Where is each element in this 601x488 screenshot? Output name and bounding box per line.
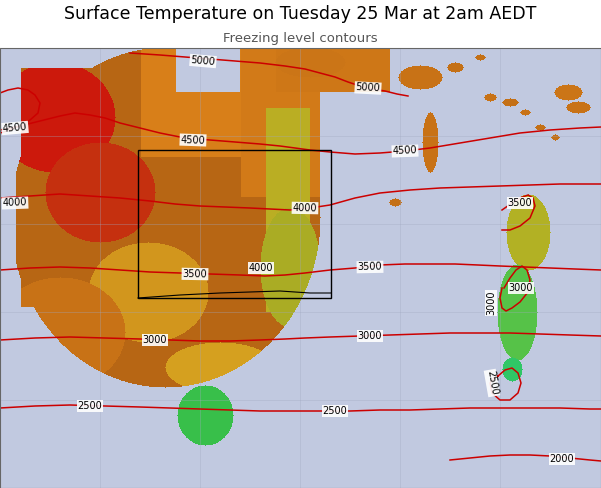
Text: 3500: 3500 [508, 198, 532, 208]
Text: 3000: 3000 [509, 283, 533, 293]
Text: 2500: 2500 [485, 370, 499, 396]
Text: 4000: 4000 [2, 198, 28, 208]
Text: 4500: 4500 [2, 122, 28, 134]
Text: 3000: 3000 [486, 291, 496, 315]
Text: 4000: 4000 [249, 263, 273, 273]
Text: 2000: 2000 [550, 454, 575, 464]
Text: 3000: 3000 [358, 331, 382, 341]
Text: 3500: 3500 [358, 262, 382, 272]
Text: 2500: 2500 [78, 401, 102, 411]
Text: 3500: 3500 [183, 269, 207, 279]
Text: 2500: 2500 [323, 406, 347, 416]
Text: 5000: 5000 [191, 55, 216, 67]
Text: 5000: 5000 [355, 82, 380, 94]
Text: 3000: 3000 [143, 335, 167, 345]
Bar [138, 150, 331, 298]
Text: 4500: 4500 [180, 135, 206, 145]
Text: Freezing level contours: Freezing level contours [223, 32, 378, 45]
Text: Surface Temperature on Tuesday 25 Mar at 2am AEDT: Surface Temperature on Tuesday 25 Mar at… [64, 5, 537, 23]
Text: 4500: 4500 [392, 145, 418, 157]
Text: 4000: 4000 [293, 203, 317, 213]
